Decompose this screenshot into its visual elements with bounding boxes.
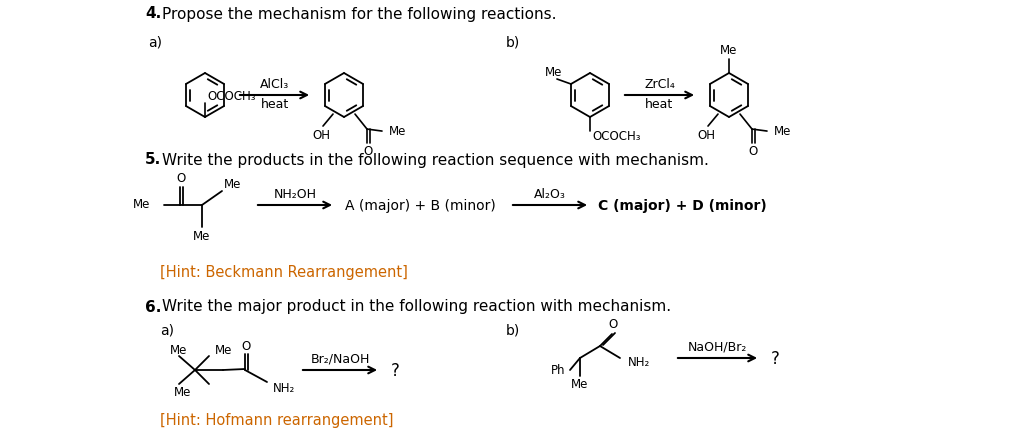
Text: Me: Me <box>215 344 232 356</box>
Text: heat: heat <box>645 99 674 112</box>
Text: OCOCH₃: OCOCH₃ <box>592 130 640 143</box>
Text: OCOCH₃: OCOCH₃ <box>207 91 256 103</box>
Text: Me: Me <box>774 124 792 138</box>
Text: Me: Me <box>174 386 191 399</box>
Text: NH₂OH: NH₂OH <box>273 187 316 200</box>
Text: C (major) + D (minor): C (major) + D (minor) <box>598 199 767 213</box>
Text: ?: ? <box>771 350 779 368</box>
Text: ?: ? <box>390 362 399 380</box>
Text: a): a) <box>148 36 162 50</box>
Text: NH₂: NH₂ <box>628 356 650 369</box>
Text: 4.: 4. <box>145 6 161 21</box>
Text: Me: Me <box>389 124 407 138</box>
Text: OH: OH <box>697 129 715 142</box>
Text: AlCl₃: AlCl₃ <box>260 78 289 91</box>
Text: Me: Me <box>571 378 589 392</box>
Text: Me: Me <box>133 199 150 211</box>
Text: NH₂: NH₂ <box>273 381 295 395</box>
Text: NaOH/Br₂: NaOH/Br₂ <box>688 341 748 353</box>
Text: 5.: 5. <box>145 152 161 167</box>
Text: O: O <box>242 339 251 353</box>
Text: Ph: Ph <box>551 363 565 377</box>
Text: ZrCl₄: ZrCl₄ <box>644 78 675 91</box>
Text: Propose the mechanism for the following reactions.: Propose the mechanism for the following … <box>162 6 556 21</box>
Text: a): a) <box>160 323 174 337</box>
Text: Me: Me <box>545 66 562 79</box>
Text: Me: Me <box>194 230 211 242</box>
Text: [Hint: Beckmann Rearrangement]: [Hint: Beckmann Rearrangement] <box>160 265 408 280</box>
Text: Me: Me <box>720 45 737 57</box>
Text: OH: OH <box>312 129 330 142</box>
Text: heat: heat <box>260 99 289 112</box>
Text: A (major) + B (minor): A (major) + B (minor) <box>345 199 496 213</box>
Text: Me: Me <box>170 344 187 356</box>
Text: b): b) <box>506 323 520 337</box>
Text: O: O <box>608 318 617 332</box>
Text: Br₂/NaOH: Br₂/NaOH <box>310 353 370 366</box>
Text: Write the products in the following reaction sequence with mechanism.: Write the products in the following reac… <box>162 152 709 167</box>
Text: [Hint: Hofmann rearrangement]: [Hint: Hofmann rearrangement] <box>160 413 393 428</box>
Text: O: O <box>749 145 758 157</box>
Text: b): b) <box>506 36 520 50</box>
Text: O: O <box>176 172 185 185</box>
Text: Al₂O₃: Al₂O₃ <box>535 187 566 200</box>
Text: 6.: 6. <box>145 299 162 314</box>
Text: O: O <box>364 145 373 157</box>
Text: Me: Me <box>224 178 242 191</box>
Text: Write the major product in the following reaction with mechanism.: Write the major product in the following… <box>162 299 671 314</box>
